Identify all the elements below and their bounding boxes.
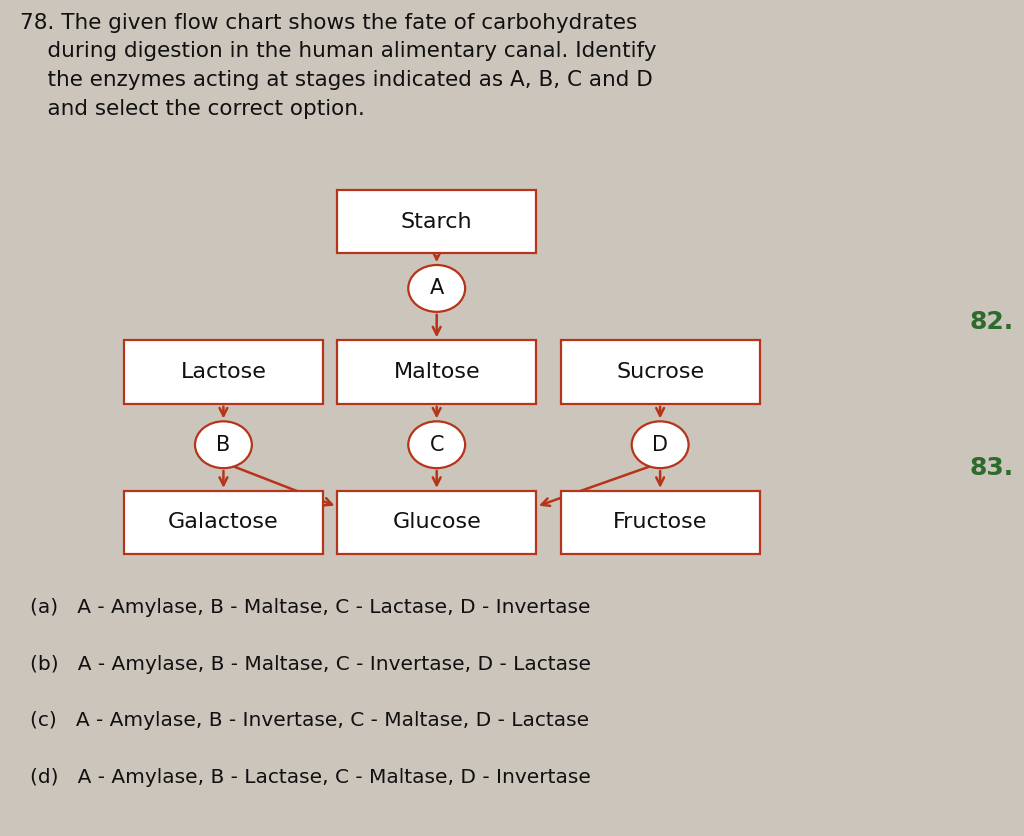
Circle shape (409, 265, 465, 312)
Text: 82.: 82. (970, 310, 1014, 334)
FancyBboxPatch shape (124, 491, 323, 554)
Text: (b)   A - Amylase, B - Maltase, C - Invertase, D - Lactase: (b) A - Amylase, B - Maltase, C - Invert… (31, 655, 592, 674)
Circle shape (195, 421, 252, 468)
FancyBboxPatch shape (337, 340, 537, 404)
Text: 83.: 83. (970, 456, 1014, 480)
Circle shape (632, 421, 688, 468)
Text: (c)   A - Amylase, B - Invertase, C - Maltase, D - Lactase: (c) A - Amylase, B - Invertase, C - Malt… (31, 711, 590, 731)
Text: Maltose: Maltose (393, 362, 480, 382)
Text: (d)   A - Amylase, B - Lactase, C - Maltase, D - Invertase: (d) A - Amylase, B - Lactase, C - Maltas… (31, 768, 591, 788)
FancyBboxPatch shape (560, 340, 760, 404)
Text: (a)   A - Amylase, B - Maltase, C - Lactase, D - Invertase: (a) A - Amylase, B - Maltase, C - Lactas… (31, 598, 591, 617)
FancyBboxPatch shape (337, 190, 537, 253)
Text: D: D (652, 435, 668, 455)
Text: Lactose: Lactose (180, 362, 266, 382)
Circle shape (409, 421, 465, 468)
Text: Fructose: Fructose (613, 512, 708, 533)
FancyBboxPatch shape (560, 491, 760, 554)
Text: A: A (430, 278, 443, 298)
Text: Galactose: Galactose (168, 512, 279, 533)
Text: C: C (429, 435, 444, 455)
Text: Starch: Starch (400, 212, 472, 232)
Text: B: B (216, 435, 230, 455)
FancyBboxPatch shape (337, 491, 537, 554)
Text: Sucrose: Sucrose (616, 362, 705, 382)
Text: Glucose: Glucose (392, 512, 481, 533)
Text: 78. The given flow chart shows the fate of carbohydrates
    during digestion in: 78. The given flow chart shows the fate … (20, 13, 656, 119)
FancyBboxPatch shape (124, 340, 323, 404)
